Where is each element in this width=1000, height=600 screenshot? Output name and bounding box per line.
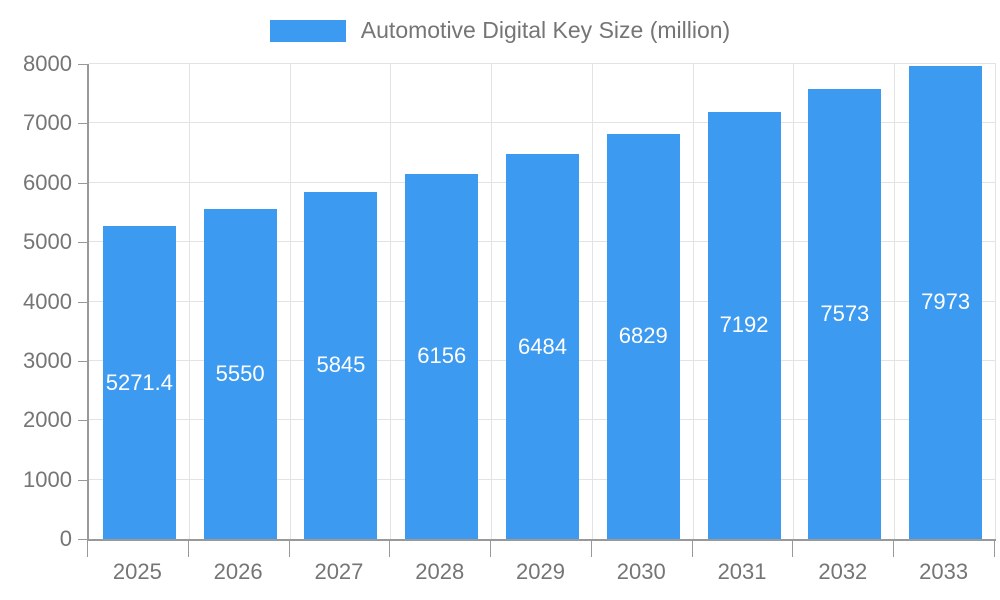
legend[interactable]: Automotive Digital Key Size (million) xyxy=(0,17,1000,44)
bar-2027[interactable]: 5845 xyxy=(304,191,378,539)
v-gridline xyxy=(289,64,291,539)
bar-2033[interactable]: 7973 xyxy=(909,65,983,539)
y-tick-mark xyxy=(78,182,87,184)
x-tick-label: 2031 xyxy=(717,559,767,584)
y-tick-mark xyxy=(78,360,87,362)
x-tick-mark xyxy=(288,541,290,557)
y-tick-label: 2000 xyxy=(23,407,72,433)
x-tick-mark xyxy=(187,541,189,557)
y-tick-mark xyxy=(78,64,87,65)
x-tick-mark xyxy=(389,541,391,557)
legend-label: Automotive Digital Key Size (million) xyxy=(360,17,731,43)
y-tick-mark xyxy=(78,301,87,303)
y-tick-label: 3000 xyxy=(23,347,72,373)
y-tick-mark xyxy=(78,123,87,125)
bar-2032[interactable]: 7573 xyxy=(808,89,882,539)
bar-value-label: 6484 xyxy=(518,333,567,359)
legend-swatch-icon xyxy=(269,19,346,42)
x-tick-mark xyxy=(691,541,693,557)
y-tick-label: 1000 xyxy=(23,466,72,492)
x-tick-mark xyxy=(590,541,592,557)
y-tick-label: 7000 xyxy=(23,110,72,136)
x-tick-mark xyxy=(893,541,895,557)
y-tick-mark xyxy=(78,420,87,422)
x-tick-mark xyxy=(87,541,88,557)
bar-value-label: 7192 xyxy=(719,312,769,338)
v-gridline xyxy=(692,64,694,539)
h-gridline xyxy=(89,63,996,64)
x-tick-label: 2026 xyxy=(213,559,263,584)
bar-value-label: 5271.4 xyxy=(105,369,174,395)
x-tick-label: 2033 xyxy=(919,559,969,584)
y-tick-label: 6000 xyxy=(23,169,72,195)
bar-value-label: 5550 xyxy=(215,361,265,387)
x-tick-label: 2027 xyxy=(314,559,364,584)
x-tick-label: 2025 xyxy=(112,559,162,584)
y-tick-mark xyxy=(78,242,87,244)
v-gridline xyxy=(995,64,996,539)
x-tick-label: 2030 xyxy=(616,559,666,584)
x-tick-label: 2032 xyxy=(818,559,868,584)
y-tick-label: 8000 xyxy=(23,51,72,76)
bar-value-label: 7973 xyxy=(921,289,971,315)
bar-value-label: 5845 xyxy=(316,352,366,378)
v-gridline xyxy=(793,64,795,539)
v-gridline xyxy=(188,64,190,539)
v-gridline xyxy=(390,64,392,539)
x-tick-label: 2028 xyxy=(415,559,465,584)
y-tick-mark xyxy=(78,539,87,540)
bar-2029[interactable]: 6484 xyxy=(506,154,579,539)
v-gridline xyxy=(894,64,896,539)
bar-2026[interactable]: 5550 xyxy=(203,209,277,539)
bar-value-label: 6156 xyxy=(417,343,467,369)
plot-area: 5271.4 5550 5845 6156 6484 6829 7192 7573 7973 xyxy=(87,63,996,541)
h-gridline xyxy=(89,122,996,124)
y-tick-label: 0 xyxy=(59,526,72,551)
v-gridline xyxy=(591,64,593,539)
x-tick-mark xyxy=(490,541,492,557)
bar-2031[interactable]: 7192 xyxy=(707,111,781,539)
bar-2028[interactable]: 6156 xyxy=(405,173,479,539)
y-tick-mark xyxy=(78,479,87,481)
bar-2030[interactable]: 6829 xyxy=(606,133,680,539)
bar-value-label: 7573 xyxy=(820,301,870,327)
x-tick-mark xyxy=(792,541,794,557)
bar-value-label: 6829 xyxy=(618,323,668,349)
y-tick-label: 5000 xyxy=(23,229,72,255)
v-gridline xyxy=(491,64,493,539)
x-tick-label: 2029 xyxy=(516,559,565,584)
x-tick-mark xyxy=(994,541,995,557)
bar-2025[interactable]: 5271.4 xyxy=(102,226,176,539)
y-tick-label: 4000 xyxy=(23,288,72,314)
